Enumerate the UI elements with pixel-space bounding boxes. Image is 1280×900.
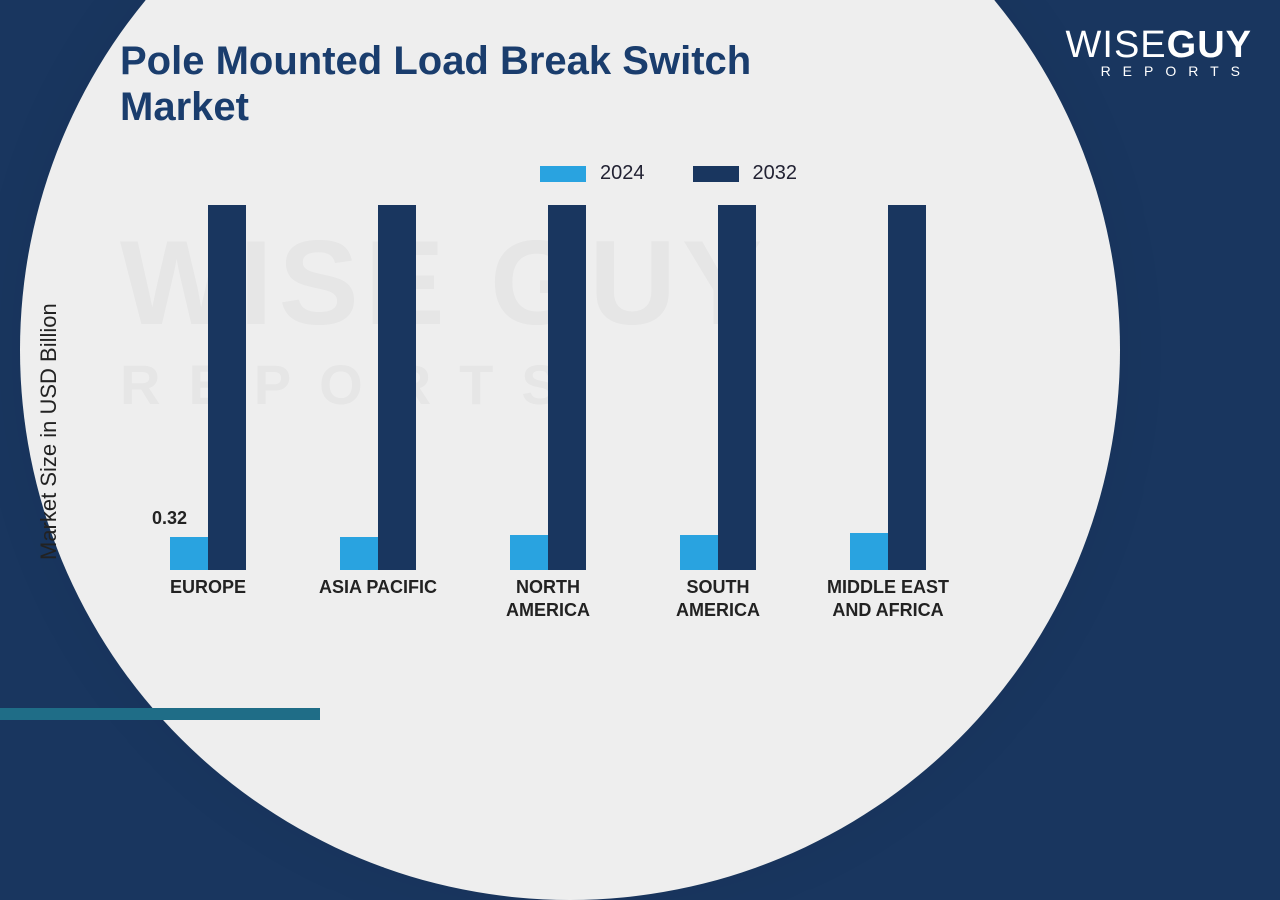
bar-2032 [378,205,416,570]
logo-main: WISEGUY [1066,24,1252,67]
x-axis-label: NORTH AMERICA [478,576,618,621]
legend-item-2032: 2032 [693,162,798,185]
bar-group [668,205,768,570]
bar-2024 [510,535,548,570]
brand-logo: WISEGUY REPORTS [1066,24,1252,79]
legend-swatch-2032 [693,166,739,182]
bar-group [498,205,598,570]
y-axis-label: Market Size in USD Billion [36,303,62,560]
bar-2024 [680,535,718,570]
bar-2024 [340,537,378,570]
x-axis-labels: EUROPE ASIA PACIFIC NORTH AMERICA SOUTH AME… [100,576,960,696]
bar-2024 [170,537,208,570]
legend-label-2024: 2024 [600,162,645,185]
x-axis-label: MIDDLE EAST AND AFRICA [818,576,958,621]
bar-value-label: 0.32 [152,508,187,529]
bar-group [838,205,938,570]
bar-chart: 0.32 [100,200,960,570]
bar-2032 [548,205,586,570]
chart-legend: 2024 2032 [540,162,797,185]
page-title: Pole Mounted Load Break Switch Market [120,38,840,130]
x-axis-label: SOUTH AMERICA [648,576,788,621]
bar-2032 [718,205,756,570]
legend-swatch-2024 [540,166,586,182]
plot-area: 0.32 [100,200,960,570]
bar-2024 [850,533,888,570]
x-axis-label: ASIA PACIFIC [308,576,448,599]
legend-label-2032: 2032 [753,162,798,185]
bar-group [328,205,428,570]
page-root: WISE GUY REPORTS Pole Mounted Load Break… [0,0,1280,720]
logo-word-wise: WISE [1066,24,1167,66]
legend-item-2024: 2024 [540,162,645,185]
footer-accent-bar [0,708,320,720]
logo-word-guy: GUY [1167,24,1252,66]
x-axis-label: EUROPE [138,576,278,599]
bar-2032 [888,205,926,570]
bar-2032 [208,205,246,570]
